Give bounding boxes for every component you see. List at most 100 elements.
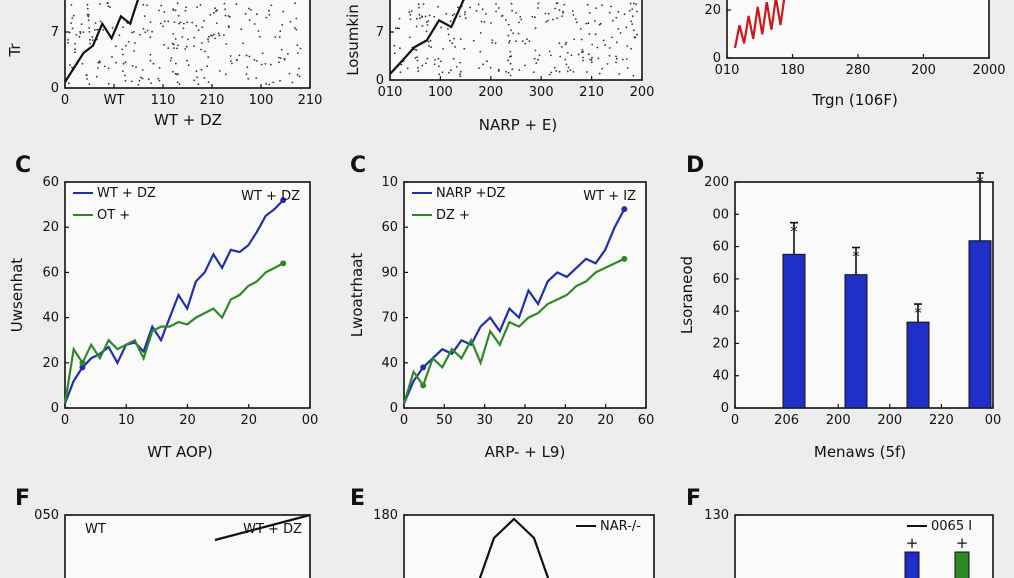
panel-top-middle-noise-dot [562,10,564,13]
panel-top-middle-noise-dot [418,13,421,16]
panel-top-left-noise-dot [97,67,99,69]
panel-top-middle-noise-dot [399,47,401,49]
panel-top-middle-xtick-label: 100 [428,85,453,100]
panel-top-middle-noise-dot [421,64,424,67]
panel-top-left-noise-dot [162,25,164,28]
panel-top-middle-noise-dot [547,19,549,22]
panel-top-left-noise-dot [294,2,296,5]
panel-top-middle-noise-dot [511,9,513,12]
panel-top-middle-noise-dot [555,70,558,72]
panel-top-left-noise-dot [200,48,202,51]
panel-top-middle-series-0-line [389,0,465,75]
panel-top-middle-noise-dot [469,6,471,9]
panel-top-middle-noise-dot [486,60,488,63]
panel-top-left-noise-dot [295,28,298,31]
panel-top-left-noise-dot [224,8,227,11]
panel-top-middle-noise-dot [479,50,482,53]
panel-top-middle-noise-dot [508,41,510,44]
panel-top-left-noise-dot [264,63,267,65]
panel-top-left-noise-dot [253,58,256,61]
panel-D-ytick-label: 60 [712,272,729,287]
panel-top-middle-noise-dot [632,29,635,32]
panel-top-middle-noise-dot [537,2,540,5]
panel-top-middle-noise-dot [581,49,584,51]
panel-top-left-noise-dot [179,21,182,24]
panel-top-left-noise-dot [193,36,196,39]
panel-top-left-noise-dot [86,13,89,16]
panel-top-left-noise-dot [265,82,267,85]
panel-top-left-noise-dot [118,34,121,37]
panel-top-left-noise-dot [289,20,292,23]
panel-top-middle-noise-dot [457,6,459,9]
panel-top-left-noise-dot [163,11,166,13]
panel-top-middle-noise-dot [449,20,452,23]
panel-top-middle-noise-dot [559,55,562,58]
panel-top-middle-noise-dot [626,45,629,47]
panel-top-left-noise-dot [127,41,130,43]
panel-top-left-noise-dot [280,57,282,59]
panel-top-middle-noise-dot [617,28,620,30]
panel-top-middle-noise-dot [422,3,425,5]
panel-top-middle-noise-dot [426,57,429,60]
panel-top-left-noise-dot [218,34,221,37]
panel-top-left-noise-dot [135,66,137,68]
panel-C-right-xtick-label: 0 [400,413,408,428]
panel-C-left-ylabel: Uwsenhat [8,258,26,332]
panel-top-left-noise-dot [75,34,78,36]
panel-top-left-noise-dot [68,31,71,34]
panel-top-left-noise-dot [177,44,179,47]
panel-top-middle-noise-dot [427,20,430,22]
panel-top-left-noise-dot [200,68,203,71]
panel-top-left-noise-dot [196,76,198,79]
panel-top-left-noise-dot [94,29,96,31]
panel-C-left-ytick-label: 60 [42,175,59,190]
panel-top-left-noise-dot [269,63,272,66]
panel-top-middle-noise-dot [427,40,430,43]
panel-top-left-noise-dot [245,73,248,76]
panel-top-middle-noise-dot [452,57,455,60]
panel-top-left-noise-dot [279,30,282,33]
panel-top-left-noise-dot [187,38,189,41]
panel-top-left-noise-dot [67,39,69,41]
panel-top-middle-noise-dot [417,3,420,6]
panel-top-left-ylabel: Tr [6,43,24,58]
panel-top-middle-noise-dot [563,3,566,6]
panel-top-left-noise-dot [298,67,300,70]
panel-top-left-noise-dot [94,22,97,24]
panel-top-middle-noise-dot [491,41,494,44]
panel-top-middle-noise-dot [410,10,413,13]
panel-top-middle-noise-dot [490,22,492,24]
panel-C-right-xtick-label: 30 [476,413,493,428]
panel-top-middle-noise-dot [520,18,523,21]
panel-top-left-noise-dot [174,72,177,75]
panel-C-left-series-1-point [280,260,287,267]
panel-top-middle-noise-dot [579,28,582,30]
panel-top-left-noise-dot [96,28,99,31]
panel-top-middle-noise-dot [416,59,419,62]
panel-top-middle-noise-dot [598,72,601,75]
panel-top-middle-noise-dot [636,33,638,36]
panel-top-left-noise-dot [71,17,74,19]
panel-D-significance-star: * [976,173,984,191]
panel-top-left-noise-dot [173,21,176,23]
panel-C-left-legend-label: OT + [97,208,130,223]
panel-C-right-ytick-label: 90 [381,265,398,280]
panel-top-left-noise-dot [122,53,124,56]
panel-top-middle-noise-dot [519,15,522,18]
panel-top-middle-noise-dot [459,70,462,73]
panel-F-left-ytick-label: 050 [34,508,59,523]
panel-top-left-noise-dot [229,55,232,57]
panel-top-left-noise-dot [207,56,210,59]
panel-top-left-noise-dot [281,23,284,26]
panel-top-left-noise-dot [207,81,210,83]
panel-top-middle-noise-dot [414,48,416,51]
panel-top-left-noise-dot [122,70,124,72]
panel-top-middle-noise-dot [628,9,631,12]
panel-top-middle-xtick-label: 200 [478,85,503,100]
panel-top-left-noise-dot [158,9,160,12]
panel-top-middle-noise-dot [606,63,609,65]
panel-top-left-noise-dot [195,25,198,27]
panel-top-middle-noise-dot [558,9,561,12]
panel-top-left-noise-dot [169,59,172,62]
panel-top-left-noise-dot [203,77,206,79]
